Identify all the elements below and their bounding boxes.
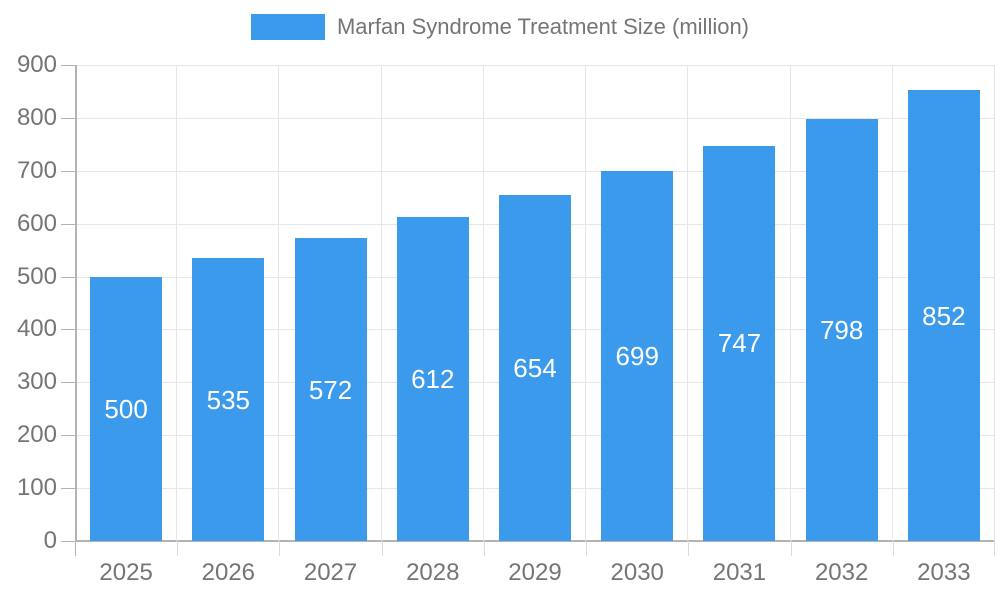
y-axis-tick-label: 400 — [16, 315, 57, 343]
y-axis-tick — [61, 329, 75, 331]
x-axis-tick — [75, 541, 76, 556]
x-gridline — [278, 65, 280, 541]
x-gridline — [482, 65, 484, 541]
bar-value-label: 852 — [922, 300, 966, 331]
x-axis-tick — [483, 541, 485, 556]
x-axis-line — [75, 540, 995, 542]
bar-2028[interactable]: 612 — [396, 217, 469, 541]
y-axis-tick — [61, 223, 75, 225]
y-axis-tick — [61, 276, 75, 278]
bar-value-label: 535 — [206, 384, 251, 415]
x-axis-tick — [994, 541, 995, 556]
y-axis-tick-label: 600 — [16, 209, 57, 237]
x-axis-tick-label: 2026 — [201, 559, 256, 586]
bar-value-label: 612 — [411, 364, 455, 395]
x-axis-tick-label: 2025 — [99, 559, 153, 586]
x-axis-tick-label: 2030 — [610, 559, 664, 586]
legend-label: Marfan Syndrome Treatment Size (million) — [336, 14, 750, 39]
y-axis-tick-label: 800 — [16, 103, 57, 131]
x-axis-tick — [892, 541, 894, 556]
y-axis-tick-label: 500 — [16, 262, 57, 290]
x-gridline — [994, 65, 995, 541]
bar-2026[interactable]: 535 — [192, 258, 265, 541]
x-axis-tick — [381, 541, 383, 556]
y-axis-tick — [61, 435, 75, 437]
bar-value-label: 798 — [819, 314, 864, 345]
x-axis-tick-label: 2029 — [508, 559, 562, 586]
y-axis-tick-label: 300 — [16, 368, 57, 396]
x-gridline — [176, 65, 178, 541]
bar-2029[interactable]: 654 — [499, 195, 571, 541]
x-gridline — [380, 65, 382, 541]
x-axis-tick-label: 2028 — [406, 559, 460, 586]
bar-value-label: 572 — [308, 374, 353, 405]
y-axis-tick — [61, 541, 75, 542]
x-gridline — [687, 65, 689, 541]
x-axis-tick-label: 2027 — [303, 559, 358, 586]
plot-area: 500 535 572 612 654 699 747 798 852 — [75, 65, 995, 542]
bar-value-label: 654 — [513, 353, 557, 384]
y-axis-tick — [61, 117, 75, 119]
y-axis-tick-label: 700 — [16, 156, 57, 184]
x-gridline — [891, 65, 893, 541]
y-axis-tick-label: 0 — [43, 527, 57, 554]
x-axis-tick — [790, 541, 792, 556]
x-axis-tick — [279, 541, 281, 556]
bar-2031[interactable]: 747 — [703, 145, 776, 541]
bar-2027[interactable]: 572 — [294, 238, 367, 541]
bar-value-label: 699 — [615, 341, 659, 372]
bar-value-label: 747 — [717, 328, 762, 359]
y-axis-tick-label: 900 — [16, 51, 57, 78]
x-axis-tick-label: 2031 — [712, 559, 767, 586]
x-axis-tick — [586, 541, 588, 556]
y-axis-line — [75, 65, 77, 541]
bar-2025[interactable]: 500 — [90, 276, 163, 541]
y-axis-tick — [61, 170, 75, 172]
y-gridline — [75, 65, 995, 66]
x-axis-tick-label: 2032 — [814, 559, 869, 586]
x-axis-tick-label: 2033 — [917, 559, 971, 586]
bar-2030[interactable]: 699 — [601, 171, 674, 541]
bar-value-label: 500 — [104, 393, 148, 424]
x-gridline — [585, 65, 587, 541]
y-axis-tick — [61, 65, 75, 66]
x-gridline — [789, 65, 791, 541]
y-axis-tick-label: 200 — [16, 421, 57, 449]
legend[interactable]: Marfan Syndrome Treatment Size (million) — [0, 14, 1000, 40]
bar-2033[interactable]: 852 — [907, 90, 980, 541]
y-axis-tick — [61, 382, 75, 384]
legend-swatch-icon — [250, 14, 325, 40]
x-axis-tick — [688, 541, 690, 556]
y-gridline — [75, 117, 995, 119]
y-gridline — [75, 170, 995, 172]
x-axis-tick — [177, 541, 179, 556]
bar-2032[interactable]: 798 — [805, 118, 878, 541]
y-axis-tick-label: 100 — [16, 474, 57, 502]
y-axis-tick — [61, 488, 75, 490]
